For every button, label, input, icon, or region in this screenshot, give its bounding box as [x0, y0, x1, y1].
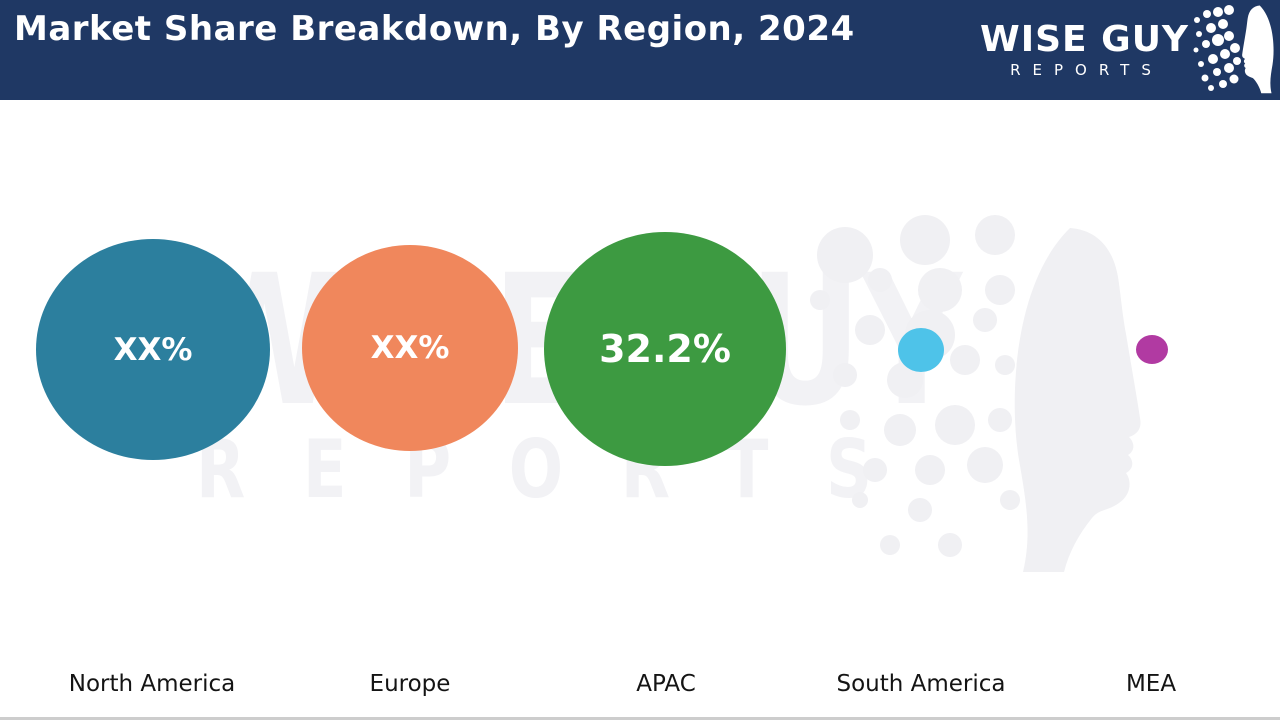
category-label-mea: MEA	[1125, 671, 1177, 697]
wiseguy-logo: WISE GUY REPORTS	[980, 0, 1276, 100]
bubble-south-america	[898, 328, 944, 372]
bubble-europe: XX%	[302, 245, 518, 451]
logo-wordmark: WISE GUY	[979, 19, 1189, 60]
watermark-face-icon	[810, 215, 1141, 572]
bubble-value-north-america: XX%	[113, 331, 193, 368]
logo-face-icon	[1193, 5, 1274, 94]
bubble-north-america: XX%	[36, 239, 270, 460]
page-title: Market Share Breakdown, By Region, 2024	[14, 9, 855, 49]
watermark-subtitle: REPORTS	[196, 423, 930, 516]
header-bar: Market Share Breakdown, By Region, 2024 …	[0, 0, 1280, 100]
logo-subtitle: REPORTS	[1010, 61, 1163, 79]
bubble-apac: 32.2%	[544, 232, 786, 466]
logo-text: WISE GUY REPORTS	[980, 22, 1189, 78]
bubble-value-europe: XX%	[370, 330, 450, 366]
category-label-apac: APAC	[636, 671, 696, 697]
category-label-north-america: North America	[68, 671, 236, 697]
bubble-value-apac: 32.2%	[599, 327, 731, 371]
bottom-border	[0, 717, 1280, 720]
bubble-mea	[1136, 335, 1168, 364]
category-label-south-america: South America	[836, 671, 1006, 697]
category-label-europe: Europe	[369, 671, 451, 697]
